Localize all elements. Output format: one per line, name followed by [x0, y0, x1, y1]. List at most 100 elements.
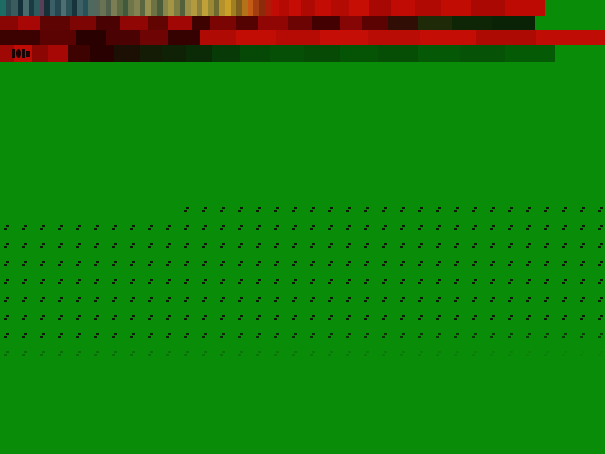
grid-tick-mark [130, 351, 135, 356]
grid-tick-mark [526, 279, 531, 284]
grid-tick-mark [562, 243, 567, 248]
grid-tick-mark [436, 297, 441, 302]
grid-tick-mark [22, 351, 27, 356]
grid-tick-mark [148, 333, 153, 338]
band-segment [362, 16, 388, 30]
grid-tick-mark [490, 351, 495, 356]
band-segment [106, 30, 140, 45]
noise-chunk [29, 0, 34, 16]
grid-tick-mark [346, 243, 351, 248]
grid-tick-mark [544, 333, 549, 338]
grid-tick-mark [472, 333, 477, 338]
grid-tick-mark [166, 297, 171, 302]
grid-tick-mark [526, 333, 531, 338]
noise-chunk [279, 0, 289, 16]
band-segment [420, 30, 476, 45]
band-segment [340, 16, 362, 30]
band-segment [70, 16, 96, 30]
noise-chunk [174, 0, 180, 16]
grid-tick-mark [382, 333, 387, 338]
grid-tick-mark [562, 333, 567, 338]
grid-tick-mark [238, 351, 243, 356]
grid-tick-mark [562, 279, 567, 284]
band-segment [40, 16, 70, 30]
noise-chunk [123, 0, 128, 16]
grid-tick-mark [292, 315, 297, 320]
grid-tick-mark [202, 225, 207, 230]
grid-tick-mark [220, 351, 225, 356]
grid-tick-mark [472, 225, 477, 230]
grid-tick-mark [544, 351, 549, 356]
grid-tick-mark [562, 225, 567, 230]
grid-tick-mark [580, 351, 585, 356]
noise-chunk [111, 0, 117, 16]
grid-tick-mark [148, 261, 153, 266]
grid-tick-mark [364, 333, 369, 338]
grid-tick-mark [472, 315, 477, 320]
grid-tick-mark [580, 225, 585, 230]
grid-tick-mark [382, 225, 387, 230]
grid-tick-mark [526, 207, 531, 212]
grid-tick-mark [544, 315, 549, 320]
band-segment [418, 16, 452, 30]
grid-tick-mark [382, 207, 387, 212]
band-segment [240, 45, 270, 62]
grid-tick-mark [580, 315, 585, 320]
grid-tick-mark [130, 297, 135, 302]
grid-tick-mark [76, 243, 81, 248]
grid-tick-mark [148, 225, 153, 230]
band-segment [378, 45, 418, 62]
band-segment [418, 45, 460, 62]
grid-tick-mark [328, 315, 333, 320]
grid-tick-mark [256, 279, 261, 284]
grid-tick-mark [256, 315, 261, 320]
grid-tick-mark [40, 243, 45, 248]
grid-tick-mark [220, 333, 225, 338]
grid-tick-mark [508, 297, 513, 302]
grid-tick-mark [598, 297, 603, 302]
band-segment [505, 45, 555, 62]
grid-tick-mark [346, 315, 351, 320]
grid-tick-mark [256, 207, 261, 212]
grid-tick-mark [130, 279, 135, 284]
grid-tick-mark [94, 243, 99, 248]
grid-tick-mark [166, 243, 171, 248]
grid-tick-mark [310, 207, 315, 212]
grid-tick-mark [292, 261, 297, 266]
noise-chunk [236, 0, 242, 16]
grid-tick-mark [256, 243, 261, 248]
grid-tick-mark [490, 261, 495, 266]
grid-tick-mark [238, 315, 243, 320]
grid-tick-mark [400, 297, 405, 302]
grid-tick-mark [436, 279, 441, 284]
grid-tick-mark [184, 351, 189, 356]
grid-tick-mark [76, 261, 81, 266]
grid-tick-mark [544, 225, 549, 230]
grid-tick-mark [274, 297, 279, 302]
grid-tick-mark [436, 261, 441, 266]
grid-tick-mark [112, 351, 117, 356]
grid-tick-mark [544, 297, 549, 302]
grid-tick-mark [400, 207, 405, 212]
grid-tick-mark [94, 297, 99, 302]
grid-tick-mark [400, 225, 405, 230]
grid-tick-mark [220, 243, 225, 248]
grid-tick-mark [454, 315, 459, 320]
band-segment [148, 16, 168, 30]
noise-chunk [242, 0, 248, 16]
corrupted-image-strip [0, 0, 605, 16]
grid-tick-mark [328, 279, 333, 284]
band-segment [0, 30, 40, 45]
red-band-bright [0, 30, 605, 45]
grid-tick-mark [598, 333, 603, 338]
grid-tick-mark [436, 243, 441, 248]
grid-tick-mark [580, 207, 585, 212]
noise-chunk [259, 0, 265, 16]
grid-tick-mark [418, 243, 423, 248]
grid-tick-mark [490, 333, 495, 338]
band-segment [258, 16, 288, 30]
grid-tick-mark [130, 243, 135, 248]
grid-tick-mark [202, 279, 207, 284]
band-segment [140, 30, 168, 45]
